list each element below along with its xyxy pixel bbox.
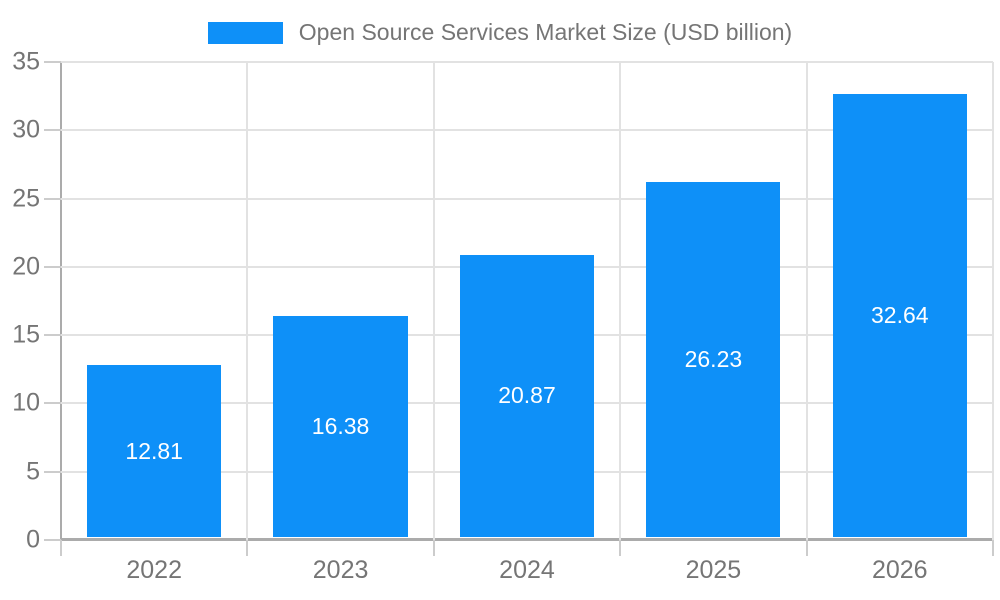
gridline-horizontal xyxy=(61,129,993,132)
x-axis: 2022 2023 2024 2025 2026 xyxy=(61,556,993,590)
y-tick-mark xyxy=(44,61,61,63)
y-tick-label: 20 xyxy=(12,252,40,281)
y-tick-mark xyxy=(44,539,61,541)
y-tick-mark xyxy=(44,402,61,405)
bar-2025[interactable]: 26.23 xyxy=(646,181,781,537)
x-tick-mark xyxy=(246,540,249,556)
x-tick-label: 2026 xyxy=(871,556,928,584)
plot-area: 12.81 16.38 20.87 26.23 32.64 xyxy=(44,61,994,556)
bar-value-label: 26.23 xyxy=(684,345,743,372)
x-tick-label: 2023 xyxy=(312,556,369,584)
y-tick-mark xyxy=(44,129,61,132)
gridline-horizontal xyxy=(61,61,993,63)
y-tick-mark xyxy=(44,265,61,268)
y-tick-mark xyxy=(44,197,61,200)
gridline-vertical xyxy=(432,62,435,540)
bar-2024[interactable]: 20.87 xyxy=(459,254,595,537)
y-tick-label: 15 xyxy=(12,320,40,349)
x-tick-mark xyxy=(619,540,622,556)
x-tick-mark xyxy=(992,540,994,556)
bar-2022[interactable]: 12.81 xyxy=(87,365,222,537)
gridline-vertical xyxy=(246,62,249,540)
y-tick-label: 0 xyxy=(26,525,40,554)
x-tick-label: 2024 xyxy=(499,556,555,584)
bar-2023[interactable]: 16.38 xyxy=(273,316,408,537)
x-tick-label: 2022 xyxy=(126,556,182,584)
y-axis: 0 5 10 15 20 25 30 35 xyxy=(0,48,44,554)
x-tick-mark xyxy=(805,540,808,556)
y-tick-mark xyxy=(44,470,61,473)
y-tick-label: 5 xyxy=(26,457,40,486)
x-tick-mark xyxy=(60,540,62,556)
legend-swatch xyxy=(207,21,283,44)
legend-label: Open Source Services Market Size (USD bi… xyxy=(298,19,793,45)
y-tick-label: 35 xyxy=(12,47,40,76)
bar-value-label: 32.64 xyxy=(871,302,929,329)
gridline-horizontal xyxy=(61,197,993,200)
x-axis-line xyxy=(60,538,994,541)
x-tick-label: 2025 xyxy=(685,556,742,584)
y-axis-line xyxy=(60,62,62,542)
chart-legend[interactable]: Open Source Services Market Size (USD bi… xyxy=(0,19,1000,46)
y-tick-label: 25 xyxy=(12,184,40,213)
y-tick-label: 10 xyxy=(12,388,40,417)
gridline-vertical xyxy=(619,62,622,540)
y-tick-mark xyxy=(44,334,61,337)
bar-2026[interactable]: 32.64 xyxy=(832,94,967,537)
gridline-vertical xyxy=(805,62,808,540)
bar-value-label: 12.81 xyxy=(125,437,183,464)
x-tick-mark xyxy=(432,540,435,556)
gridline-vertical xyxy=(992,62,994,540)
bar-value-label: 16.38 xyxy=(311,413,370,440)
y-tick-label: 30 xyxy=(12,115,40,144)
bar-value-label: 20.87 xyxy=(498,382,556,409)
